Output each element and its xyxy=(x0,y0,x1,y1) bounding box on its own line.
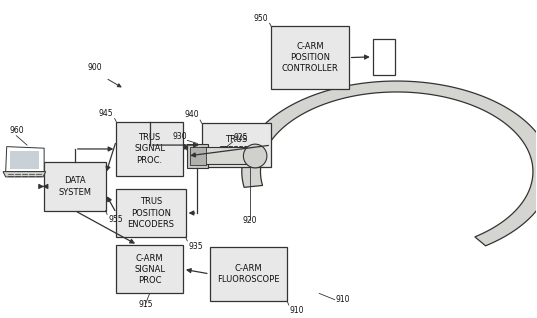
Text: 945: 945 xyxy=(99,109,114,118)
Polygon shape xyxy=(3,172,46,177)
Bar xyxy=(201,147,251,164)
Bar xyxy=(271,26,349,89)
Bar xyxy=(10,151,39,169)
Bar xyxy=(44,162,106,211)
Text: 910: 910 xyxy=(335,295,350,304)
Text: C-ARM
POSITION
CONTROLLER: C-ARM POSITION CONTROLLER xyxy=(281,42,338,73)
Text: 925: 925 xyxy=(234,133,248,142)
Text: C-ARM
SIGNAL
PROC: C-ARM SIGNAL PROC xyxy=(134,254,165,285)
Text: 940: 940 xyxy=(184,110,199,120)
Text: 950: 950 xyxy=(254,14,268,23)
Bar xyxy=(116,189,186,237)
Bar xyxy=(116,122,183,176)
Text: 910: 910 xyxy=(290,306,304,315)
Bar xyxy=(116,245,183,294)
Text: C-ARM
FLUOROSCOPE: C-ARM FLUOROSCOPE xyxy=(217,264,280,284)
Bar xyxy=(190,147,206,165)
Text: DATA
SYSTEM: DATA SYSTEM xyxy=(59,176,91,197)
Bar xyxy=(373,39,395,75)
Text: 935: 935 xyxy=(188,242,203,251)
Ellipse shape xyxy=(243,144,267,168)
Text: 920: 920 xyxy=(243,216,257,225)
Polygon shape xyxy=(242,81,537,246)
Text: 915: 915 xyxy=(139,300,153,309)
Bar xyxy=(210,246,287,301)
Text: TRUS
SIGNAL
PROC.: TRUS SIGNAL PROC. xyxy=(134,133,165,165)
Polygon shape xyxy=(6,147,44,172)
Bar xyxy=(187,143,208,169)
Text: 900: 900 xyxy=(88,63,102,72)
Text: 960: 960 xyxy=(9,126,24,135)
Bar xyxy=(202,123,271,167)
Text: 955: 955 xyxy=(108,215,123,224)
Text: 930: 930 xyxy=(173,132,187,141)
Text: TRUS
POSITION
ENCODERS: TRUS POSITION ENCODERS xyxy=(127,197,175,229)
Text: TRUS
STEPPER: TRUS STEPPER xyxy=(218,135,255,155)
